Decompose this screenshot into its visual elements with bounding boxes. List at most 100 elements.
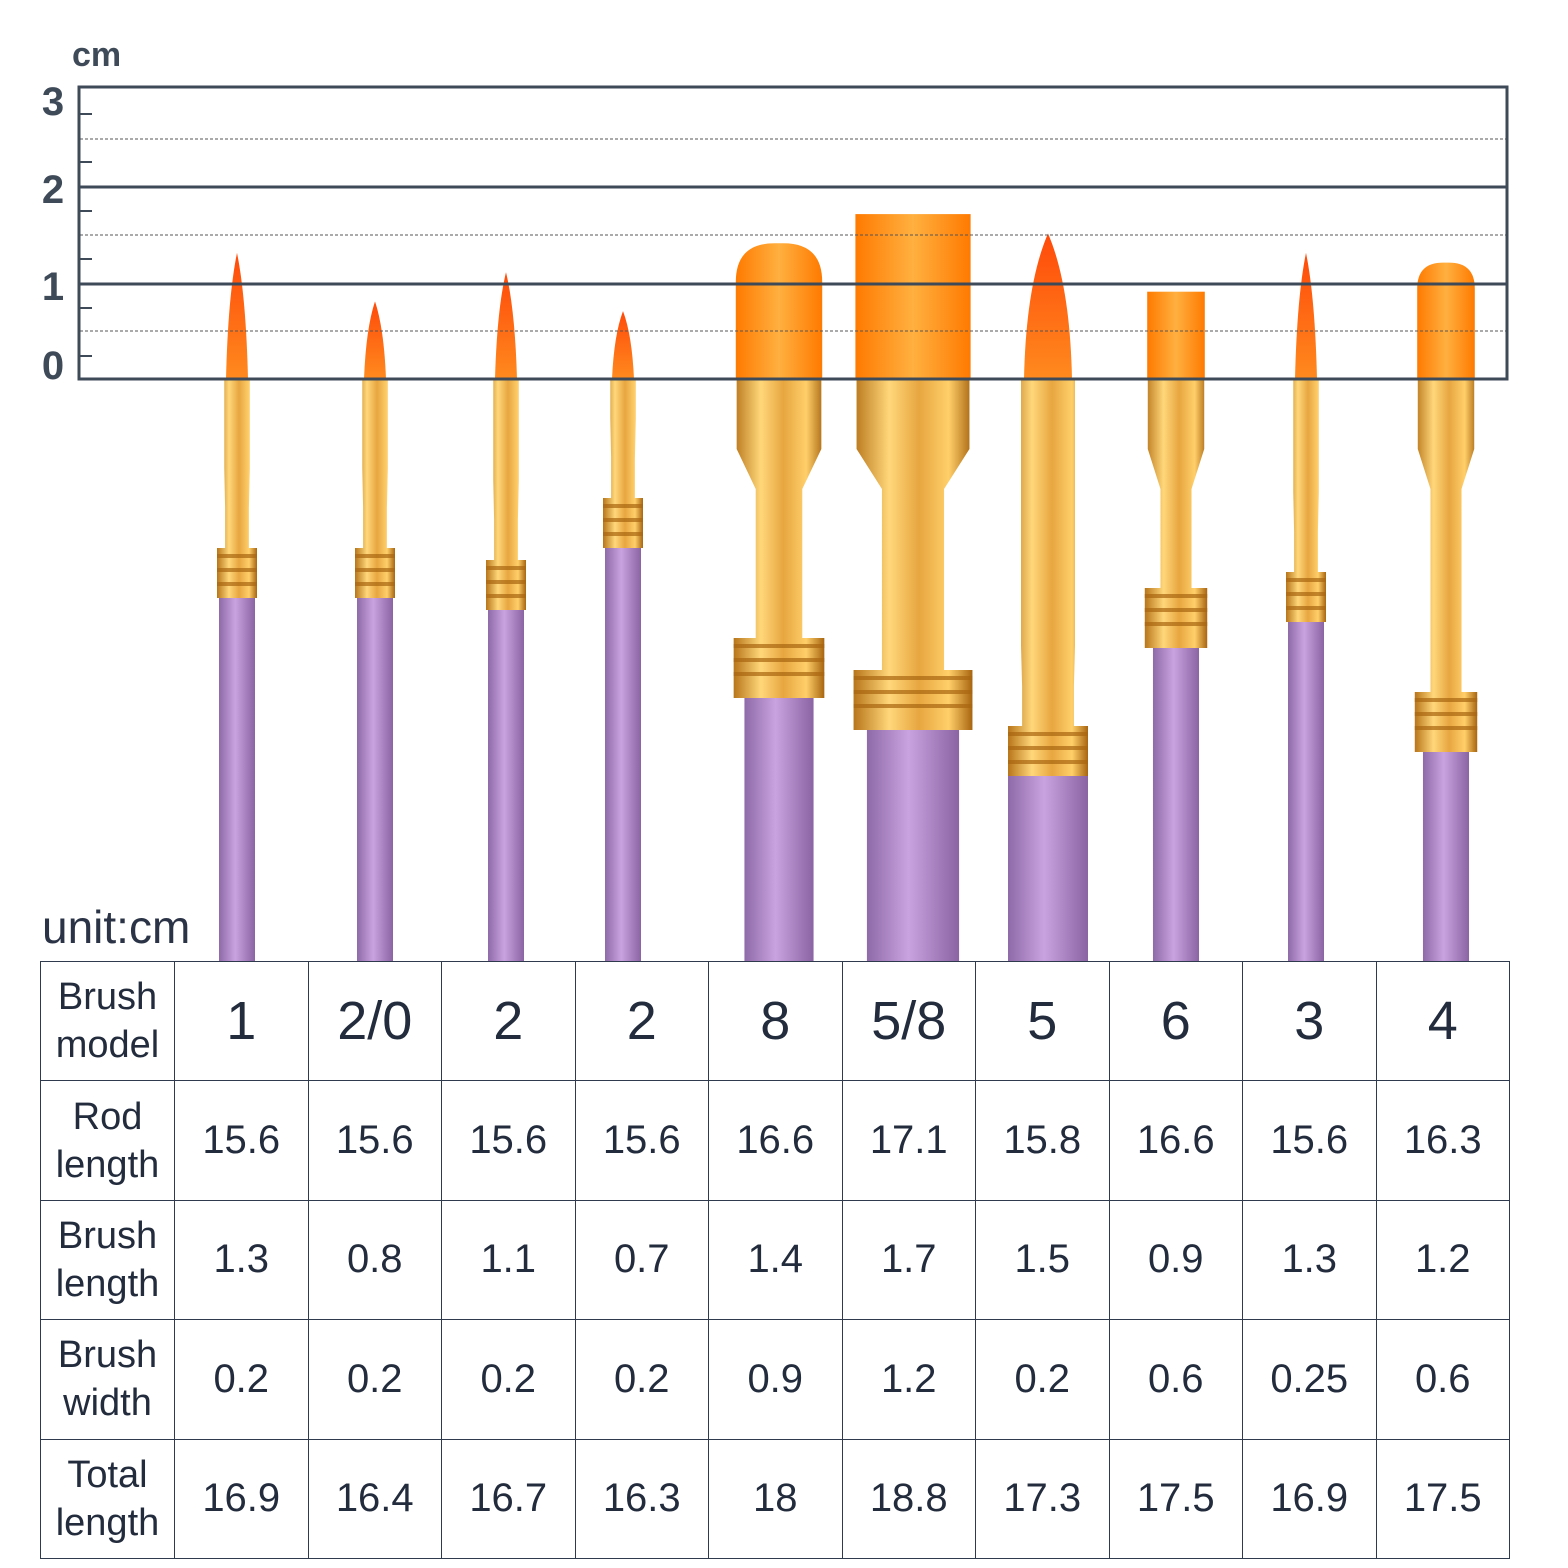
brush-ferrule xyxy=(355,379,395,598)
total-length-row: Total length 16.9 16.4 16.7 16.3 18 18.8 17.3 17.… xyxy=(40,1438,1510,1560)
table-cell: 8 xyxy=(708,960,843,1082)
table-cell: 18 xyxy=(708,1438,843,1560)
unit-note: unit:cm xyxy=(42,901,191,953)
table-cell: 0.8 xyxy=(307,1199,442,1321)
ferrule-crimp-ring xyxy=(486,566,526,570)
table-cell: 17.5 xyxy=(1375,1438,1510,1560)
ferrule-crimp-ring xyxy=(733,658,825,662)
table-cell: 0.7 xyxy=(574,1199,709,1321)
ferrule-crimp-ring xyxy=(1144,622,1208,626)
brush-handle xyxy=(866,730,960,962)
ferrule-crimp-ring xyxy=(853,704,973,708)
brush-bristles xyxy=(1147,291,1205,379)
table-cell: 1.7 xyxy=(841,1199,976,1321)
table-cell: 16.3 xyxy=(574,1438,709,1560)
ferrule-crimp-ring xyxy=(1286,578,1326,582)
scale-tick-label-2: 2 xyxy=(41,168,65,212)
ferrule-crimp-ring xyxy=(1414,698,1478,702)
brush-ferrule xyxy=(1414,379,1478,752)
table-cell: 4 xyxy=(1375,960,1510,1082)
table-cell: 3 xyxy=(1242,960,1377,1082)
table-cell: 0.9 xyxy=(708,1319,843,1440)
ferrule-crimp-ring xyxy=(1008,746,1088,750)
row-header-text: Rod xyxy=(72,1095,143,1138)
scale-tick-label-1: 1 xyxy=(41,265,65,309)
row-header-text: model xyxy=(55,1024,160,1067)
brush-illustration xyxy=(77,85,1509,962)
ferrule-crimp-ring xyxy=(486,580,526,584)
brush-length-row: Brush length 1.3 0.8 1.1 0.7 1.4 1.7 1.5 0.9 1.3 1.… xyxy=(40,1199,1510,1321)
scale-tick-label-0: 0 xyxy=(41,344,65,388)
ferrule-crimp-ring xyxy=(355,554,395,558)
brush-bristles xyxy=(855,214,971,379)
brush-handle xyxy=(744,698,814,962)
row-header-text: length xyxy=(55,1501,160,1544)
ferrule-crimp-ring xyxy=(217,554,257,558)
table-cell: 1.3 xyxy=(1242,1199,1377,1321)
brush-bristles xyxy=(1295,252,1317,379)
table-cell: 0.9 xyxy=(1108,1199,1243,1321)
brush-ferrule xyxy=(1008,379,1088,776)
brush-bristles xyxy=(612,311,634,379)
table-cell: 18.8 xyxy=(841,1438,976,1560)
row-header-text: Brush xyxy=(57,1334,158,1377)
table-cell: 16.4 xyxy=(307,1438,442,1560)
brush-handle xyxy=(1008,776,1088,962)
table-cell: 1 xyxy=(174,960,309,1082)
rod-length-row: Rod length 15.6 15.6 15.6 15.6 16.6 17.1 15.8 16.… xyxy=(40,1080,1510,1201)
brush-ferrule xyxy=(486,379,526,610)
table-cell: 16.7 xyxy=(441,1438,576,1560)
table-cell: 0.2 xyxy=(174,1319,309,1440)
table-cell: 0.25 xyxy=(1242,1319,1377,1440)
row-header: Brush width xyxy=(40,1319,175,1440)
table-cell: 2 xyxy=(574,960,709,1082)
brush-ferrule xyxy=(217,379,257,598)
row-header-text: length xyxy=(55,1143,160,1186)
brush-width-row: Brush width 0.2 0.2 0.2 0.2 0.9 1.2 0.2 0.6 0.25 0.… xyxy=(40,1319,1510,1440)
brush-bristles xyxy=(364,301,386,379)
row-header-text: width xyxy=(63,1382,152,1425)
row-header-text: Brush xyxy=(57,976,158,1019)
table-cell: 16.6 xyxy=(1108,1080,1243,1201)
ferrule-crimp-ring xyxy=(1414,712,1478,716)
ferrule-crimp-ring xyxy=(217,568,257,572)
row-header: Total length xyxy=(40,1438,175,1560)
row-header: Brush length xyxy=(40,1199,175,1321)
ferrule-crimp-ring xyxy=(853,676,973,680)
ferrule-crimp-ring xyxy=(1008,760,1088,764)
table-cell: 0.2 xyxy=(975,1319,1110,1440)
table-cell: 1.2 xyxy=(841,1319,976,1440)
ferrule-crimp-ring xyxy=(1144,608,1208,612)
brush-handle xyxy=(219,598,255,962)
brush-bristles xyxy=(495,272,517,379)
table-cell: 15.8 xyxy=(975,1080,1110,1201)
table-cell: 2/0 xyxy=(307,960,442,1082)
table-cell: 0.2 xyxy=(441,1319,576,1440)
table-cell: 15.6 xyxy=(174,1080,309,1201)
ferrule-crimp-ring xyxy=(1286,592,1326,596)
brush-handle xyxy=(1152,648,1200,962)
ferrule-crimp-ring xyxy=(1008,732,1088,736)
brush-ferrule xyxy=(1144,379,1208,648)
table-cell: 16.9 xyxy=(1242,1438,1377,1560)
table-cell: 1.3 xyxy=(174,1199,309,1321)
table-cell: 0.2 xyxy=(574,1319,709,1440)
brush-ferrule xyxy=(1286,379,1326,622)
scale-unit-label: cm xyxy=(72,36,122,74)
brush-group xyxy=(217,214,1478,962)
table-cell: 17.5 xyxy=(1108,1438,1243,1560)
ferrule-crimp-ring xyxy=(603,532,643,536)
table-cell: 15.6 xyxy=(1242,1080,1377,1201)
table-cell: 17.3 xyxy=(975,1438,1110,1560)
table-cell: 16.3 xyxy=(1375,1080,1510,1201)
row-header-text: Brush xyxy=(57,1214,158,1257)
brush-handle xyxy=(488,610,524,962)
ferrule-crimp-ring xyxy=(853,690,973,694)
ferrule-crimp-ring xyxy=(733,672,825,676)
table-cell: 15.6 xyxy=(441,1080,576,1201)
table-cell: 16.6 xyxy=(708,1080,843,1201)
brush-handle xyxy=(1422,752,1470,962)
table-cell: 15.6 xyxy=(574,1080,709,1201)
brush-handle xyxy=(357,598,393,962)
